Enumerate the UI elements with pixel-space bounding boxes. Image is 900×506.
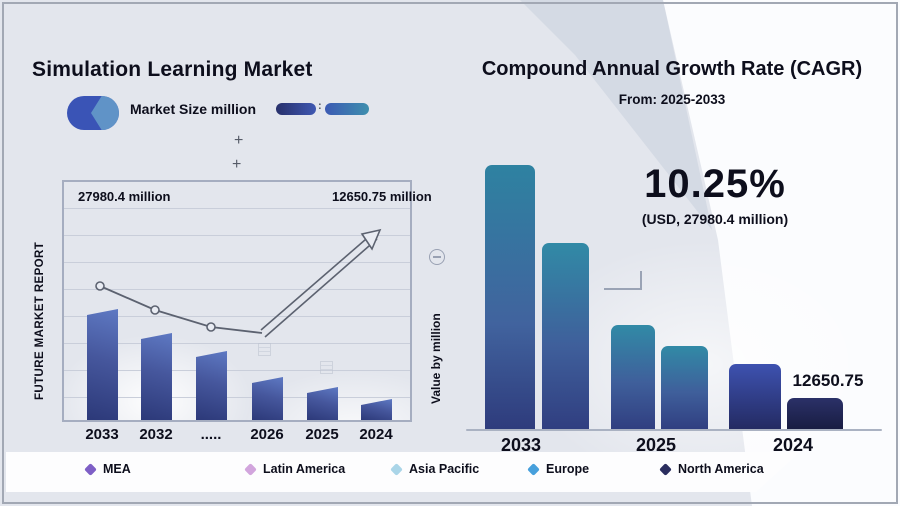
legend-diamond-0 [84, 462, 97, 476]
market-size-label: Market Size million [130, 101, 257, 117]
plus-icon: + [234, 132, 244, 149]
minus-circle-icon [429, 249, 445, 265]
legend-label: North America [678, 462, 764, 476]
corner-bracket-icon [604, 288, 642, 290]
cagr-note: (USD, 27980.4 million) [641, 211, 789, 227]
left-x-label-0: 2033 [85, 426, 119, 443]
cagr-title: Compound Annual Growth Rate (CAGR) [481, 58, 863, 80]
legend-diamond-4 [659, 462, 672, 476]
start-value-annotation: 27980.4 million [78, 189, 171, 204]
left-bar-5 [361, 399, 392, 420]
ratio-pill-dark-icon [276, 103, 316, 115]
right-axis-label: Value by million [429, 313, 443, 405]
legend-diamond-2 [390, 462, 403, 476]
value-callout: 12650.75 [792, 371, 864, 390]
legend-item-mea: MEA [84, 462, 131, 476]
left-bar-4 [307, 387, 338, 420]
cagr-value: 10.25% [644, 162, 786, 206]
end-value-annotation: 12650.75 million [332, 189, 432, 204]
table-icon-faint [320, 361, 333, 374]
right-bar-2-0 [729, 364, 781, 430]
page-title: Simulation Learning Market [32, 58, 313, 81]
plus-icon: + [232, 156, 242, 173]
trend-line-arrow [95, 228, 382, 338]
left-bar-3 [252, 377, 283, 420]
left-x-label-1: 2032 [139, 426, 173, 443]
left-x-label-5: 2024 [359, 426, 393, 443]
market-size-pill-icon [67, 96, 119, 130]
right-x-label-2: 2024 [772, 435, 814, 455]
left-axis-label: FUTURE MARKET REPORT [34, 241, 46, 400]
right-bar-0-1 [542, 243, 589, 430]
legend-item-latin-america: Latin America [244, 462, 346, 476]
right-bar-1-1 [661, 346, 708, 430]
cagr-subtitle: From: 2025-2033 [618, 92, 726, 107]
legend-item-europe: Europe [527, 462, 590, 476]
ratio-separator: : [318, 100, 322, 112]
right-x-label-1: 2025 [635, 435, 677, 455]
right-x-label-0: 2033 [500, 435, 542, 455]
legend-label: Latin America [263, 462, 346, 476]
legend-label: Europe [546, 462, 590, 476]
left-x-label-2: ..... [200, 426, 222, 443]
table-icon-faint [258, 343, 271, 356]
right-bar-2-1 [787, 398, 843, 430]
right-bar-1-0 [611, 325, 655, 430]
ratio-pill-gradient-icon [325, 103, 369, 115]
legend-item-asia-pacific: Asia Pacific [390, 462, 480, 476]
left-bar-1 [141, 333, 172, 420]
left-x-label-4: 2025 [305, 426, 339, 443]
right-chart-baseline [466, 429, 882, 431]
legend-diamond-1 [244, 462, 257, 476]
left-bar-0 [87, 309, 118, 420]
legend-item-north-america: North America [659, 462, 764, 476]
legend-diamond-3 [527, 462, 540, 476]
legend-label: MEA [103, 462, 131, 476]
market-size-chart-frame [62, 180, 412, 422]
left-x-label-3: 2026 [250, 426, 284, 443]
legend-label: Asia Pacific [409, 462, 480, 476]
corner-bracket-icon [640, 271, 642, 290]
right-bar-0-0 [485, 165, 535, 430]
pill-hexagon-overlay-icon [91, 96, 119, 130]
left-bar-2 [196, 351, 227, 420]
